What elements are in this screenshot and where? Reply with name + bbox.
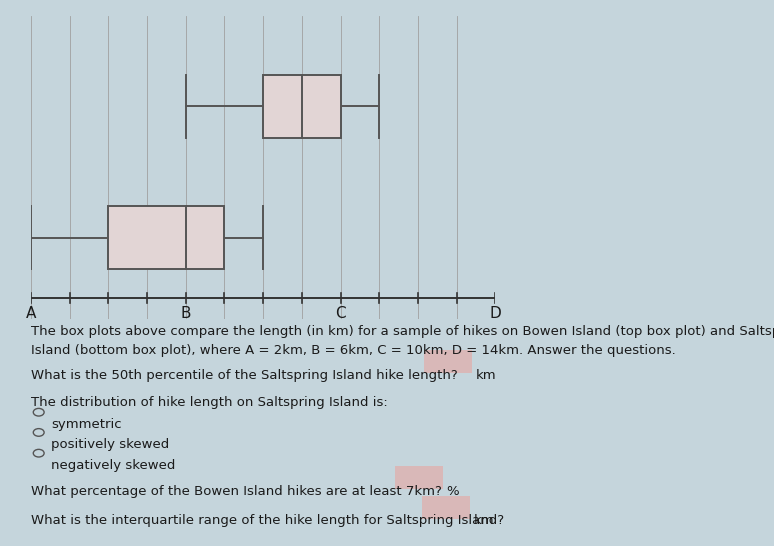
Text: negatively skewed: negatively skewed [51,459,176,472]
Text: km: km [474,514,495,527]
Text: A: A [26,306,36,321]
Bar [263,75,341,138]
Text: %: % [447,485,459,498]
Text: What is the 50th percentile of the Saltspring Island hike length?: What is the 50th percentile of the Salts… [31,369,457,382]
Text: Island (bottom box plot), where A = 2km, B = 6km, C = 10km, D = 14km. Answer the: Island (bottom box plot), where A = 2km,… [31,344,676,357]
Text: symmetric: symmetric [51,418,122,431]
Text: The box plots above compare the length (in km) for a sample of hikes on Bowen Is: The box plots above compare the length (… [31,325,774,338]
Text: positively skewed: positively skewed [51,438,170,451]
Bar [108,206,224,269]
Text: The distribution of hike length on Saltspring Island is:: The distribution of hike length on Salts… [31,396,388,409]
Text: km: km [476,369,497,382]
Text: What is the interquartile range of the hike length for Saltspring Island?: What is the interquartile range of the h… [31,514,504,527]
Text: C: C [335,306,346,321]
Text: D: D [489,306,502,321]
Text: What percentage of the Bowen Island hikes are at least 7km?: What percentage of the Bowen Island hike… [31,485,442,498]
Text: B: B [180,306,191,321]
